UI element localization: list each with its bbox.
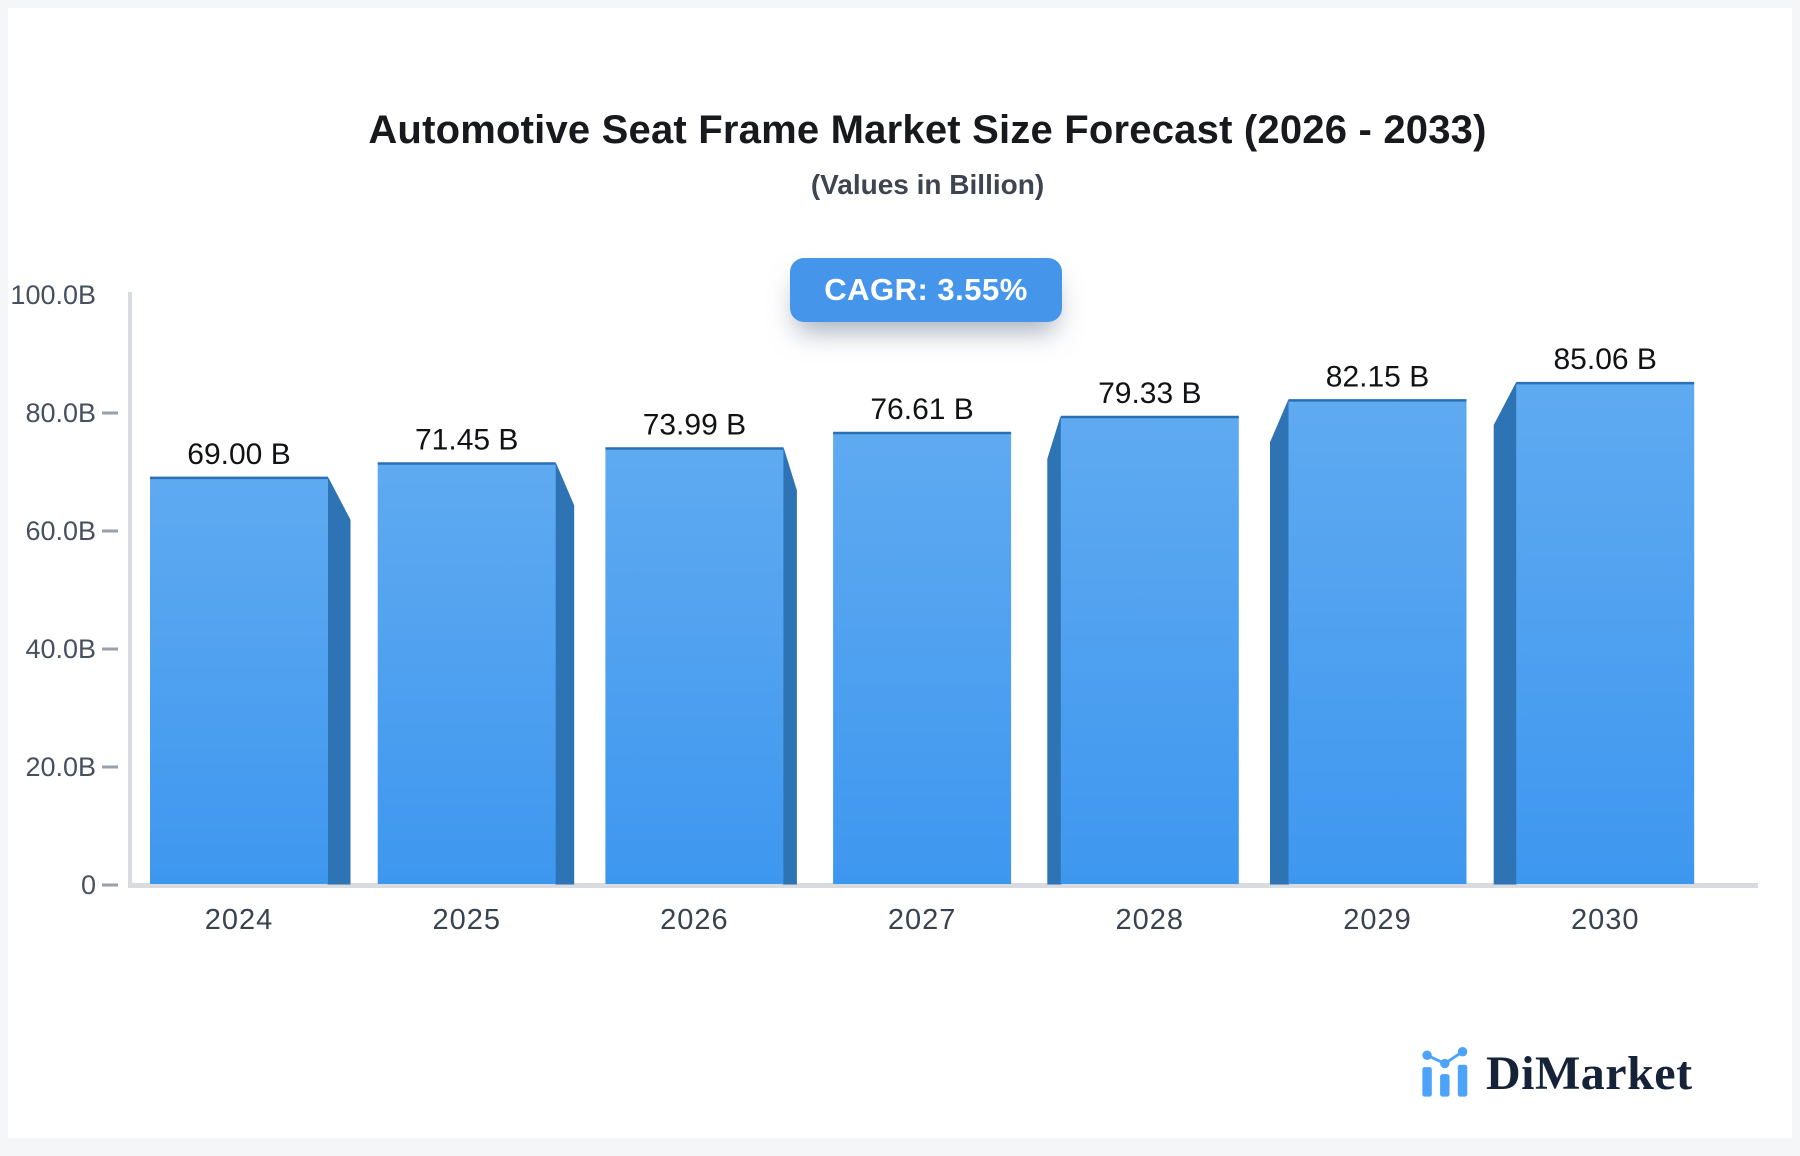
bar-value-label: 73.99 B (643, 408, 746, 441)
x-axis-label: 2024 (205, 904, 274, 936)
bar-side-2024 (327, 477, 351, 885)
y-axis-tick (102, 883, 118, 887)
y-axis-label: 40.0B (25, 634, 96, 664)
y-axis-label: 100.0B (10, 280, 96, 310)
bar-2028 (1060, 416, 1239, 884)
bar-2025 (377, 463, 556, 884)
logo-text: DiMarket (1486, 1046, 1693, 1100)
x-axis-label: 2028 (1116, 904, 1185, 936)
x-axis-label: 2029 (1343, 904, 1412, 936)
y-axis-tick (102, 529, 118, 533)
y-axis-tick (102, 411, 118, 415)
cagr-badge: CAGR: 3.55% (790, 258, 1062, 322)
dimarket-logo: DiMarket (1420, 1038, 1693, 1108)
bar-2024 (150, 477, 328, 884)
bar-side-2026 (782, 448, 797, 885)
y-axis-label: 60.0B (25, 516, 96, 546)
y-axis-label: 20.0B (25, 752, 96, 782)
bar-value-label: 79.33 B (1098, 377, 1201, 410)
x-axis-label: 2030 (1571, 904, 1640, 936)
bar-2030 (1516, 383, 1695, 884)
y-axis-line (128, 292, 132, 888)
y-axis-label: 0 (81, 870, 96, 900)
bar-value-label: 71.45 B (415, 423, 518, 456)
x-axis-label: 2027 (888, 904, 957, 936)
bar-value-label: 85.06 B (1553, 343, 1656, 376)
y-axis-label: 80.0B (25, 398, 96, 428)
bar-2027 (833, 433, 1012, 884)
chart-header: Automotive Seat Frame Market Size Foreca… (55, 0, 1800, 201)
bar-side-2029 (1270, 400, 1289, 885)
bar-side-2028 (1047, 416, 1062, 885)
bar-value-label: 76.61 B (870, 393, 973, 426)
bar-value-label: 69.00 B (187, 438, 290, 471)
y-axis-tick (102, 765, 118, 769)
x-axis-label: 2025 (432, 904, 501, 936)
bar-2029 (1288, 400, 1467, 884)
x-axis-label: 2026 (660, 904, 729, 936)
x-axis-line (128, 883, 1758, 888)
bar-value-label: 82.15 B (1326, 360, 1429, 393)
bar-side-2030 (1493, 382, 1517, 885)
bar-side-2025 (555, 463, 575, 885)
chart-title: Automotive Seat Frame Market Size Foreca… (368, 108, 1487, 152)
bar-chart-logo-icon (1422, 1047, 1468, 1097)
y-axis-tick (102, 647, 118, 651)
bar-2026 (605, 448, 784, 884)
chart-subtitle: (Values in Billion) (810, 169, 1045, 200)
